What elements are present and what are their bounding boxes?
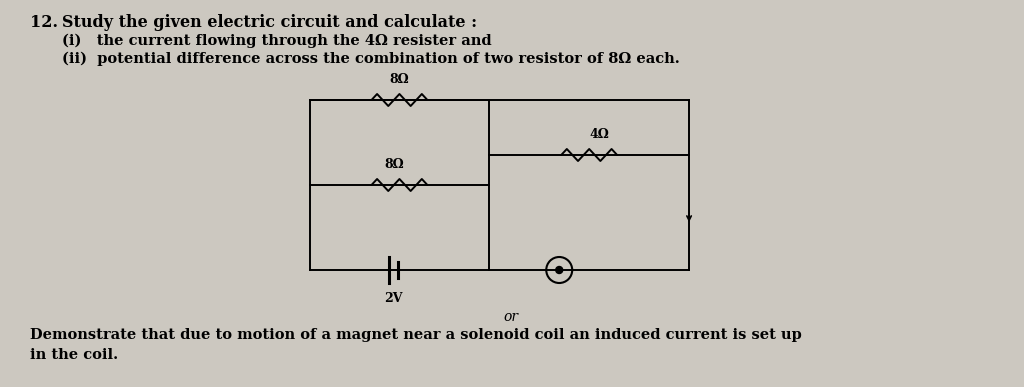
Circle shape — [556, 267, 563, 274]
Text: or: or — [504, 310, 519, 324]
Text: 2V: 2V — [384, 292, 402, 305]
Text: 8Ω: 8Ω — [389, 73, 410, 86]
Text: in the coil.: in the coil. — [30, 348, 118, 362]
Text: Demonstrate that due to motion of a magnet near a solenoid coil an induced curre: Demonstrate that due to motion of a magn… — [30, 328, 802, 342]
Text: (ii)  potential difference across the combination of two resistor of 8Ω each.: (ii) potential difference across the com… — [61, 52, 680, 67]
Text: 4Ω: 4Ω — [589, 128, 609, 141]
Text: (i)   the current flowing through the 4Ω resister and: (i) the current flowing through the 4Ω r… — [61, 34, 492, 48]
Text: Study the given electric circuit and calculate :: Study the given electric circuit and cal… — [61, 14, 477, 31]
Text: 12.: 12. — [30, 14, 58, 31]
Text: 8Ω: 8Ω — [385, 158, 404, 171]
